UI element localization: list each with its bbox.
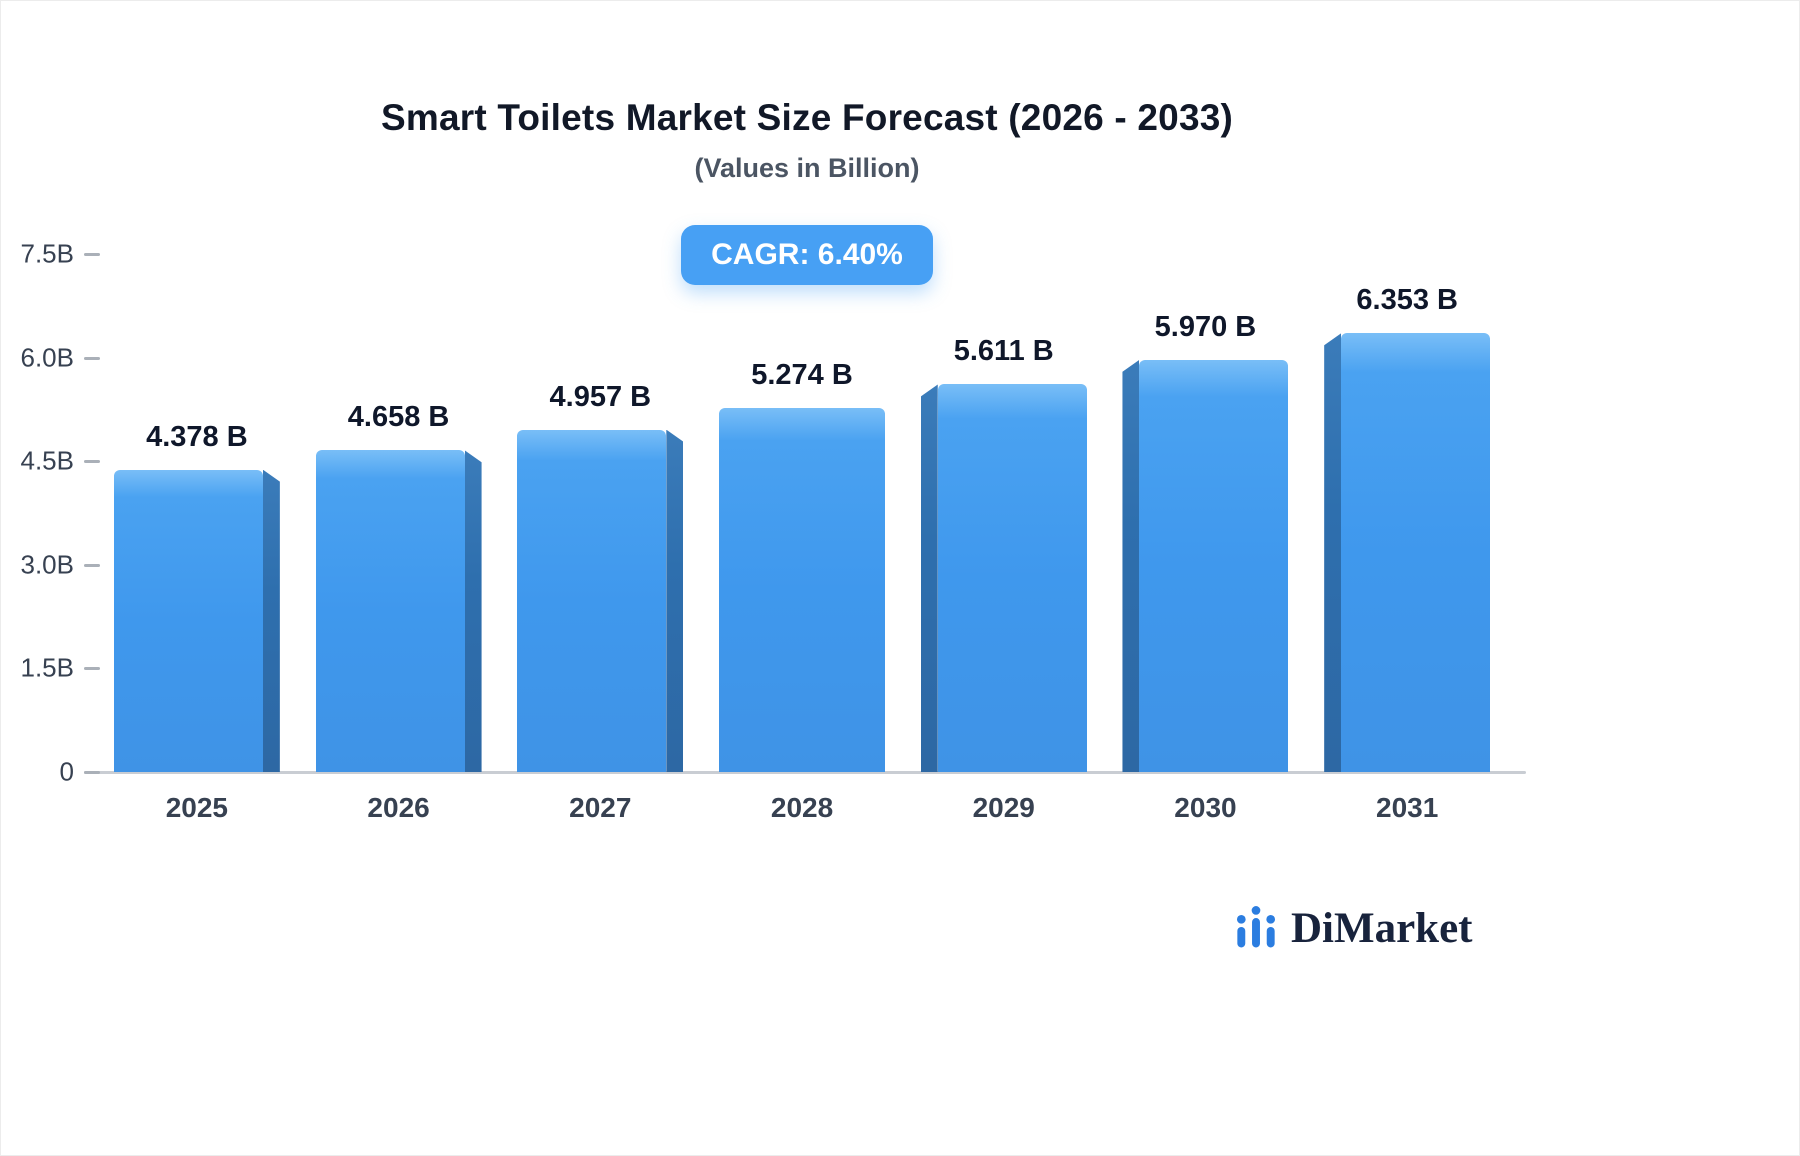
- bar-cell-2028: 5.274 B 2028: [701, 254, 903, 823]
- y-axis-tick-label: 6.0B: [20, 342, 75, 373]
- y-axis-tick-label: 4.5B: [20, 445, 75, 476]
- bar-2027: [517, 429, 684, 772]
- bar-2031: [1324, 333, 1491, 772]
- x-axis-line: [84, 771, 1526, 774]
- bar-face: [937, 384, 1087, 772]
- bar-3d-side: [464, 450, 482, 772]
- value-label-2028: 5.274 B: [751, 358, 853, 391]
- y-axis-tick-mark: [84, 667, 100, 671]
- plot-area: 4.378 B 2025 4.658 B 2026 4.957 B 2027 5.274 B…: [21, 239, 1526, 823]
- bar-face: [1139, 359, 1289, 772]
- dimarket-bars-icon: [1236, 906, 1276, 948]
- y-axis-tick-label: 3.0B: [20, 549, 75, 580]
- bars-container: 4.378 B 2025 4.658 B 2026 4.957 B 2027 5.274 B…: [96, 254, 1508, 823]
- y-axis-tick-label: 7.5B: [20, 238, 75, 269]
- y-axis-tick-label: 1.5B: [20, 652, 75, 683]
- value-label-2031: 6.353 B: [1356, 284, 1458, 317]
- bar-cell-2027: 4.957 B 2027: [499, 254, 701, 823]
- cagr-badge-wrap: CAGR: 6.40%: [1, 225, 1613, 285]
- x-axis-label-2030: 2030: [1174, 792, 1237, 823]
- value-label-2030: 5.970 B: [1154, 310, 1257, 343]
- chart-title: Smart Toilets Market Size Forecast (2026…: [380, 97, 1234, 138]
- bar-cell-2029: 5.611 B 2029: [903, 254, 1105, 823]
- cagr-badge: CAGR: 6.40%: [681, 225, 933, 285]
- y-axis-tick-mark: [84, 563, 100, 567]
- bar-cell-2025: 4.378 B 2025: [96, 254, 298, 823]
- bar-2029: [920, 384, 1087, 772]
- x-axis-label-2029: 2029: [972, 792, 1035, 823]
- bar-face: [719, 407, 886, 772]
- x-axis-label-2031: 2031: [1376, 792, 1439, 823]
- bar-cell-2031: 6.353 B 2031: [1306, 254, 1508, 823]
- bar-3d-side: [262, 469, 280, 772]
- x-axis-label-2027: 2027: [569, 792, 632, 823]
- y-axis-tick-mark: [84, 253, 100, 256]
- bar-3d-side: [920, 384, 938, 772]
- bar-cell-2030: 5.970 B 2030: [1105, 254, 1307, 823]
- bar-cell-2026: 4.658 B 2026: [298, 254, 500, 823]
- x-axis-label-2025: 2025: [165, 792, 229, 823]
- bar-face: [113, 469, 263, 772]
- y-axis-tick-label: 0: [59, 756, 74, 787]
- y-axis-tick-mark: [84, 771, 100, 774]
- bar-face: [315, 450, 465, 772]
- value-label-2029: 5.611 B: [953, 335, 1054, 368]
- value-label-2026: 4.658 B: [347, 401, 450, 434]
- bar-3d-side: [666, 429, 684, 772]
- chart-subtitle: (Values in Billion): [694, 153, 920, 183]
- bar-3d-side: [1122, 359, 1140, 772]
- bar-2026: [315, 450, 482, 772]
- bar-face: [517, 429, 667, 772]
- bar-3d-side: [1324, 333, 1342, 772]
- bar-2030: [1122, 359, 1289, 772]
- dimarket-logo-text: DiMarket: [1291, 905, 1473, 952]
- chart-header: Smart Toilets Market Size Forecast (2026…: [1, 97, 1613, 184]
- dimarket-logo: DiMarket: [1233, 904, 1473, 950]
- value-label-2027: 4.957 B: [549, 380, 652, 413]
- y-axis-tick-mark: [84, 356, 100, 360]
- x-axis-label-2026: 2026: [367, 792, 430, 823]
- bar-2028: [719, 407, 886, 772]
- x-axis-label-2028: 2028: [770, 792, 834, 823]
- bar-2025: [113, 469, 280, 772]
- value-label-2025: 4.378 B: [146, 420, 248, 453]
- bar-face: [1341, 333, 1491, 772]
- y-axis-tick-mark: [84, 460, 100, 464]
